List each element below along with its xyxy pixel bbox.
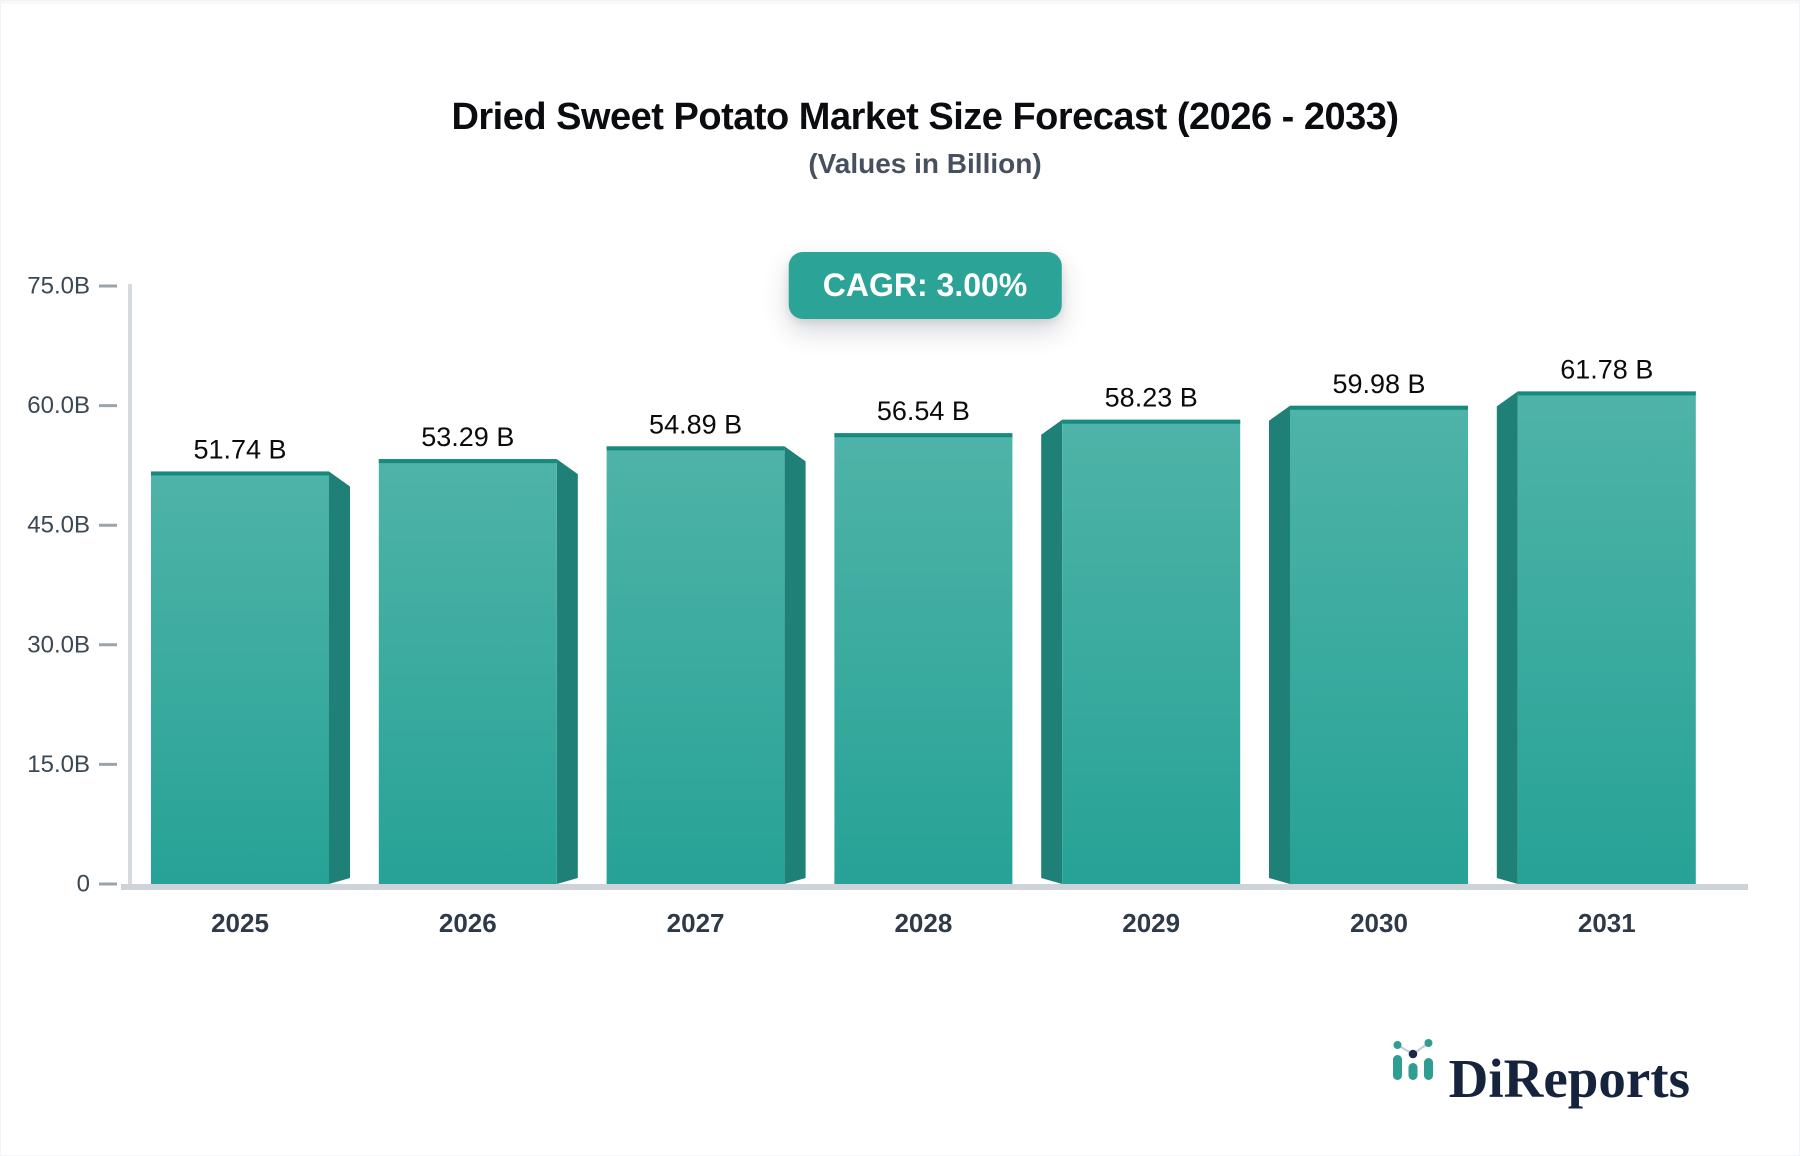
- bar-side-2026: [556, 459, 578, 884]
- x-axis-label: 2025: [211, 908, 269, 938]
- bar-side-2031: [1496, 391, 1518, 884]
- x-axis-label: 2026: [439, 908, 497, 938]
- x-axis-label: 2028: [894, 908, 952, 938]
- bar-cap-2025: [151, 471, 329, 476]
- bar-2028: [834, 433, 1013, 884]
- bar-side-2025: [329, 471, 350, 884]
- chart-title: Dried Sweet Potato Market Size Forecast …: [451, 96, 1399, 138]
- bar-value-label: 61.78 B: [1560, 354, 1653, 384]
- bar-value-label: 56.54 B: [877, 396, 970, 426]
- bar-cap-2030: [1290, 405, 1468, 410]
- x-axis-label: 2027: [667, 908, 725, 938]
- cagr-badge: CAGR: 3.00%: [788, 252, 1062, 319]
- bar-cap-2026: [378, 459, 557, 464]
- x-axis-label: 2030: [1350, 908, 1408, 938]
- bar-side-2030: [1269, 405, 1290, 884]
- y-tick-label: 15.0B: [27, 751, 90, 778]
- bar-2029: [1062, 419, 1241, 884]
- bar-value-label: 53.29 B: [421, 422, 514, 452]
- bar-value-label: 51.74 B: [193, 434, 286, 464]
- y-tick-label: 75.0B: [27, 273, 90, 300]
- bar-2026: [378, 459, 557, 884]
- bar-value-label: 58.23 B: [1105, 383, 1198, 413]
- bar-cap-2028: [834, 433, 1013, 438]
- bar-cap-2027: [606, 446, 785, 451]
- bar-2025: [151, 471, 329, 884]
- bar-side-2029: [1041, 419, 1063, 884]
- x-axis-label: 2031: [1578, 908, 1636, 938]
- bar-value-label: 54.89 B: [649, 409, 742, 439]
- bar-cap-2031: [1517, 391, 1696, 396]
- bar-2027: [606, 446, 785, 884]
- bar-cap-2029: [1062, 419, 1241, 424]
- cagr-badge-label: CAGR: 3.00%: [822, 267, 1028, 303]
- y-tick-label: 45.0B: [27, 512, 90, 539]
- y-tick-label: 0: [77, 871, 90, 898]
- direports-logo-icon: [1392, 1039, 1433, 1080]
- y-tick-label: 60.0B: [27, 392, 90, 419]
- direports-logo-text: DiReports: [1448, 1047, 1690, 1109]
- bar-side-2027: [784, 446, 806, 884]
- bar-value-label: 59.98 B: [1332, 369, 1425, 399]
- y-tick-label: 30.0B: [27, 631, 90, 658]
- x-axis-label: 2029: [1122, 908, 1180, 938]
- bar-2031: [1517, 391, 1696, 884]
- direports-logo: DiReports: [1392, 1038, 1690, 1110]
- chart-subtitle: (Values in Billion): [808, 148, 1042, 179]
- bar-2030: [1290, 405, 1468, 884]
